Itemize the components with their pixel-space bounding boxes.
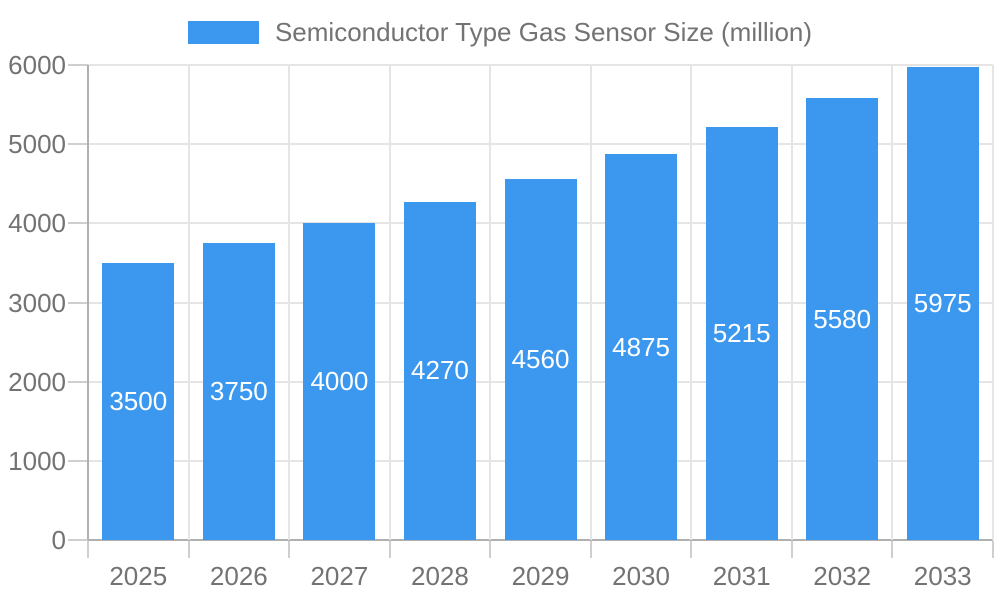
x-tick-0 xyxy=(87,541,89,558)
x-axis-label-2030: 2030 xyxy=(612,561,670,591)
bar-value-label-2030: 4875 xyxy=(612,331,670,362)
bar-value-label-2027: 4000 xyxy=(310,366,369,397)
bar-2027[interactable]: 4000 xyxy=(303,223,376,540)
y-tick-3000 xyxy=(68,301,88,304)
bar-value-label-2032: 5580 xyxy=(813,303,872,334)
x-axis-label-2028: 2028 xyxy=(411,561,469,591)
bar-2030[interactable]: 4875 xyxy=(605,154,678,540)
y-tick-5000 xyxy=(68,143,88,146)
bar-value-label-2033: 5975 xyxy=(913,287,972,318)
x-tick-4 xyxy=(489,541,492,558)
y-tick-1000 xyxy=(68,459,88,462)
bar-value-label-2026: 3750 xyxy=(209,376,268,407)
legend-item[interactable]: Semiconductor Type Gas Sensor Size (mill… xyxy=(0,17,1000,47)
y-axis-label-1000: 1000 xyxy=(8,445,66,476)
y-axis-label-3000: 3000 xyxy=(8,287,66,318)
gridline-x-7 xyxy=(790,65,793,540)
y-axis-label-4000: 4000 xyxy=(8,208,66,239)
gridline-y-5000 xyxy=(88,143,993,146)
x-axis-label-2027: 2027 xyxy=(310,561,369,591)
x-tick-8 xyxy=(891,541,894,558)
legend-swatch xyxy=(187,21,259,44)
x-tick-6 xyxy=(690,541,693,558)
bar-2032[interactable]: 5580 xyxy=(806,98,879,540)
x-axis-label-2032: 2032 xyxy=(813,561,872,591)
y-tick-6000 xyxy=(68,64,88,66)
gridline-x-8 xyxy=(891,65,894,540)
y-axis-line xyxy=(87,65,89,540)
bar-2031[interactable]: 5215 xyxy=(705,127,778,540)
y-tick-4000 xyxy=(68,222,88,225)
bar-2029[interactable]: 4560 xyxy=(504,179,577,540)
bar-2033[interactable]: 5975 xyxy=(906,66,979,540)
bar-value-label-2025: 3500 xyxy=(109,385,168,416)
gridline-x-6 xyxy=(690,65,693,540)
y-axis-label-6000: 6000 xyxy=(8,50,66,80)
bar-2028[interactable]: 4270 xyxy=(403,201,476,540)
x-tick-7 xyxy=(790,541,793,558)
gridline-x-9 xyxy=(992,65,994,540)
x-axis-label-2026: 2026 xyxy=(209,561,268,591)
bar-2026[interactable]: 3750 xyxy=(202,243,275,540)
y-tick-2000 xyxy=(68,380,88,383)
y-axis-label-0: 0 xyxy=(51,525,66,555)
y-axis-label-5000: 5000 xyxy=(8,129,66,160)
x-axis-label-2031: 2031 xyxy=(712,561,771,591)
x-tick-2 xyxy=(288,541,291,558)
x-tick-9 xyxy=(992,541,994,558)
gridline-x-5 xyxy=(589,65,592,540)
x-axis-label-2033: 2033 xyxy=(913,561,972,591)
x-axis-label-2025: 2025 xyxy=(109,561,168,591)
x-tick-1 xyxy=(187,541,190,558)
gridline-x-1 xyxy=(187,65,190,540)
gridline-x-3 xyxy=(388,65,391,540)
x-axis-label-2029: 2029 xyxy=(511,561,570,591)
gridline-x-2 xyxy=(288,65,291,540)
bar-value-label-2031: 5215 xyxy=(712,318,771,349)
gridline-y-0 xyxy=(88,539,993,541)
legend-label: Semiconductor Type Gas Sensor Size (mill… xyxy=(274,17,813,47)
bar-value-label-2029: 4560 xyxy=(511,344,570,374)
x-tick-5 xyxy=(589,541,592,558)
gridline-y-6000 xyxy=(88,64,993,66)
bar-2025[interactable]: 3500 xyxy=(102,262,175,540)
y-tick-0 xyxy=(68,539,88,541)
x-tick-3 xyxy=(388,541,391,558)
y-axis-label-2000: 2000 xyxy=(8,366,66,397)
bar-value-label-2028: 4270 xyxy=(411,355,469,386)
gridline-x-4 xyxy=(489,65,492,540)
